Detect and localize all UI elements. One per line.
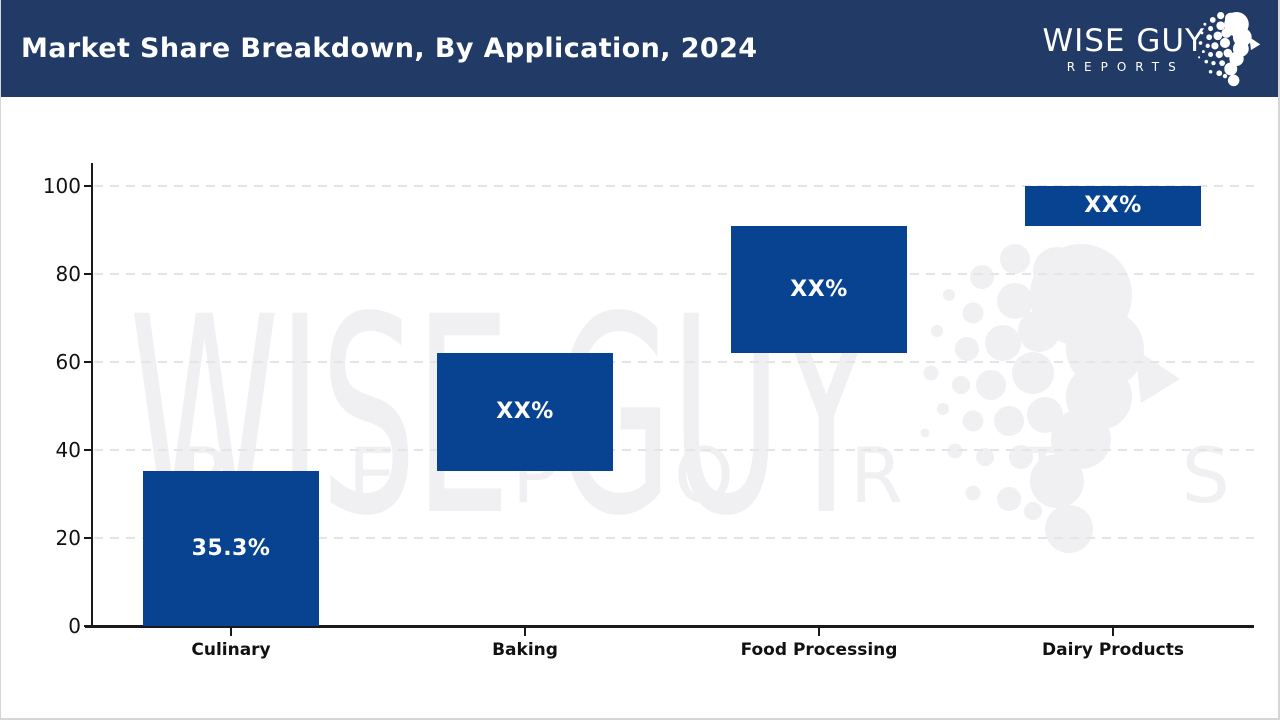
logo-subtext: REPORTS [1066,60,1185,74]
logo-wordmark: WISE GUY [1042,23,1205,59]
x-tick-mark [524,628,526,636]
y-tick-label: 100 [42,174,81,198]
header-bar: Market Share Breakdown, By Application, … [1,0,1278,97]
gridline [94,449,1254,451]
page-title: Market Share Breakdown, By Application, … [21,33,758,64]
x-axis-spine [85,625,1254,628]
bar: XX% [437,353,613,471]
bar: XX% [731,225,907,354]
bar: 35.3% [143,470,319,626]
bar: XX% [1025,186,1201,226]
gridline [94,361,1254,363]
y-tick-label: 60 [55,350,81,374]
y-tick-label: 20 [55,526,81,550]
gridline [94,537,1254,539]
y-tick-mark [84,537,92,539]
x-tick-label: Baking [492,640,558,660]
bar-value-label: 35.3% [191,535,271,561]
y-tick-label: 80 [55,262,81,286]
bar-value-label: XX% [1084,193,1142,219]
gridline [94,185,1254,187]
y-tick-mark [84,361,92,363]
y-tick-mark [84,273,92,275]
x-tick-mark [818,628,820,636]
y-tick-mark [84,185,92,187]
bar-value-label: XX% [496,399,554,425]
y-tick-label: 0 [68,614,81,638]
x-tick-label: Food Processing [740,640,898,660]
gridline [94,273,1254,275]
x-tick-label: Dairy Products [1042,640,1184,660]
watermark-head-icon [920,244,1180,553]
bar-value-label: XX% [790,276,848,302]
x-tick-mark [1112,628,1114,636]
y-tick-mark [84,449,92,451]
x-tick-label: Culinary [191,640,271,660]
wiseguy-logo: WISE GUY REPORTS [1042,10,1261,88]
x-tick-mark [230,628,232,636]
wiseguy-head-icon [1198,11,1261,86]
y-tick-label: 40 [55,438,81,462]
y-axis-spine [91,163,93,628]
